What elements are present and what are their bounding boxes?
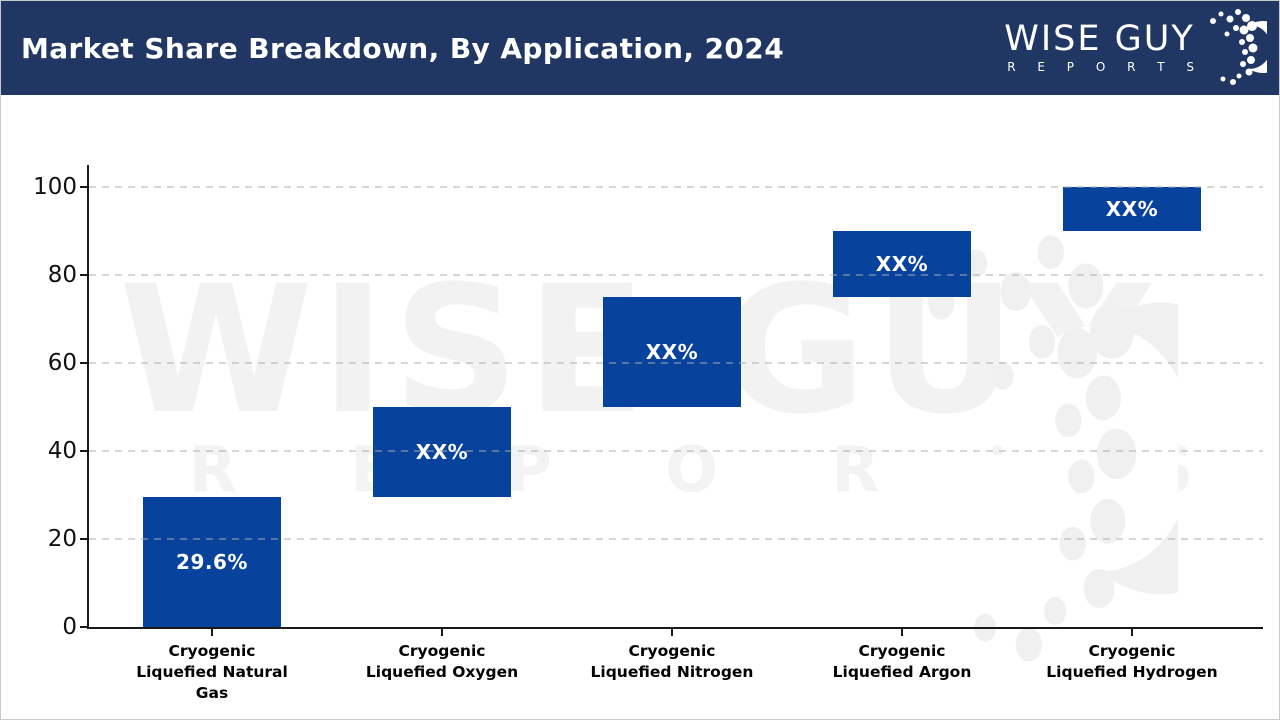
y-tick-label: 40: [47, 438, 77, 464]
x-axis-label-line: Liquefied Hydrogen: [1046, 663, 1218, 681]
gridline: [89, 450, 1263, 452]
bar-value-label: XX%: [875, 252, 929, 276]
brand-logo: WISE GUY R E P O R T S: [1004, 5, 1267, 91]
logo-face-icon: [1210, 9, 1267, 85]
y-tick-label: 100: [33, 174, 77, 200]
x-tick: [901, 629, 903, 636]
bar-value-label: XX%: [1105, 197, 1159, 221]
x-axis-label-line: Liquefied Oxygen: [365, 663, 519, 681]
y-tick: [80, 626, 87, 628]
y-tick-label: 20: [47, 526, 77, 552]
y-tick: [80, 274, 87, 276]
x-axis-label-line: Cryogenic: [168, 642, 256, 660]
x-axis-label-line: Liquefied Argon: [832, 663, 972, 681]
x-tick: [671, 629, 673, 636]
bar-cryogenic-liquefied-hydrogen: XX%: [1063, 187, 1201, 231]
x-axis-label-line: Cryogenic: [1088, 642, 1176, 660]
x-axis-label-line: Liquefied Nitrogen: [590, 663, 754, 681]
y-tick-label: 60: [47, 350, 77, 376]
y-axis-line: [87, 165, 89, 629]
page-title: Market Share Breakdown, By Application, …: [21, 31, 785, 65]
x-axis-label-line: Cryogenic: [398, 642, 486, 660]
x-axis-label-line: Gas: [195, 684, 229, 702]
x-tick: [1131, 629, 1133, 636]
header: Market Share Breakdown, By Application, …: [1, 1, 1279, 95]
bar-cryogenic-liquefied-nitrogen: XX%: [603, 297, 741, 407]
y-tick-label: 80: [47, 262, 77, 288]
bar-cryogenic-liquefied-argon: XX%: [833, 231, 971, 297]
bar-value-label: 29.6%: [176, 549, 248, 574]
y-tick: [80, 362, 87, 364]
x-axis-label-line: Cryogenic: [858, 642, 946, 660]
gridline: [89, 186, 1263, 188]
x-axis-label-line: Cryogenic: [628, 642, 716, 660]
bar-cryogenic-liquefied-natural-gas: 29.6%: [143, 496, 281, 627]
y-tick: [80, 450, 87, 452]
gridline: [89, 538, 1263, 540]
y-tick-label: 0: [62, 614, 77, 640]
y-tick: [80, 186, 87, 188]
y-tick: [80, 538, 87, 540]
logo-wordmark-block: WISE GUY R E P O R T S: [1004, 19, 1203, 75]
gridline: [89, 362, 1263, 364]
logo-wordmark: WISE GUY: [1004, 19, 1195, 59]
logo-subtitle: R E P O R T S: [1007, 60, 1203, 74]
bar-value-label: XX%: [645, 340, 699, 364]
x-axis-label-cryogenic-liquefied-hydrogen: Cryogenic Liquefied Hydrogen: [1016, 641, 1248, 683]
x-tick: [441, 629, 443, 636]
x-axis-label-line: Liquefied Natural: [136, 663, 288, 681]
x-axis-label-cryogenic-liquefied-argon: Cryogenic Liquefied Argon: [786, 641, 1018, 683]
x-axis-label-cryogenic-liquefied-oxygen: Cryogenic Liquefied Oxygen: [326, 641, 558, 683]
x-axis-label-cryogenic-liquefied-nitrogen: Cryogenic Liquefied Nitrogen: [556, 641, 788, 683]
x-axis-line: [87, 627, 1263, 629]
x-tick: [211, 629, 213, 636]
x-axis-label-cryogenic-liquefied-natural-gas: Cryogenic Liquefied Natural Gas: [96, 641, 328, 704]
gridline: [89, 274, 1263, 276]
